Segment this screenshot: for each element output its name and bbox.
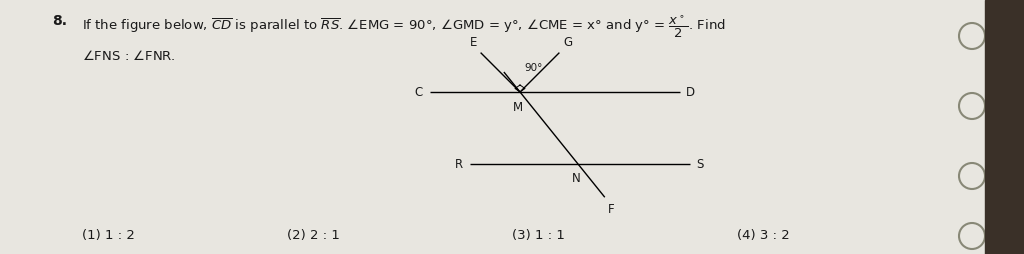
Bar <box>985 0 1024 254</box>
Text: C: C <box>415 86 423 99</box>
Text: S: S <box>696 157 703 170</box>
Text: (3) 1 : 1: (3) 1 : 1 <box>512 229 565 242</box>
Text: N: N <box>571 172 581 185</box>
Text: 8.: 8. <box>52 14 67 28</box>
Text: E: E <box>470 36 477 49</box>
Text: $\angle$FNS : $\angle$FNR.: $\angle$FNS : $\angle$FNR. <box>82 49 175 63</box>
Text: R: R <box>455 157 463 170</box>
Text: (4) 3 : 2: (4) 3 : 2 <box>737 229 791 242</box>
Text: G: G <box>563 36 572 49</box>
Text: If the figure below, $\overline{CD}$ is parallel to $\overline{RS}$. $\angle$EMG: If the figure below, $\overline{CD}$ is … <box>82 14 726 40</box>
Text: (2) 2 : 1: (2) 2 : 1 <box>287 229 340 242</box>
Text: 90°: 90° <box>524 63 543 73</box>
Text: (1) 1 : 2: (1) 1 : 2 <box>82 229 135 242</box>
Text: M: M <box>513 101 523 114</box>
Text: D: D <box>686 86 695 99</box>
Text: F: F <box>608 203 615 216</box>
